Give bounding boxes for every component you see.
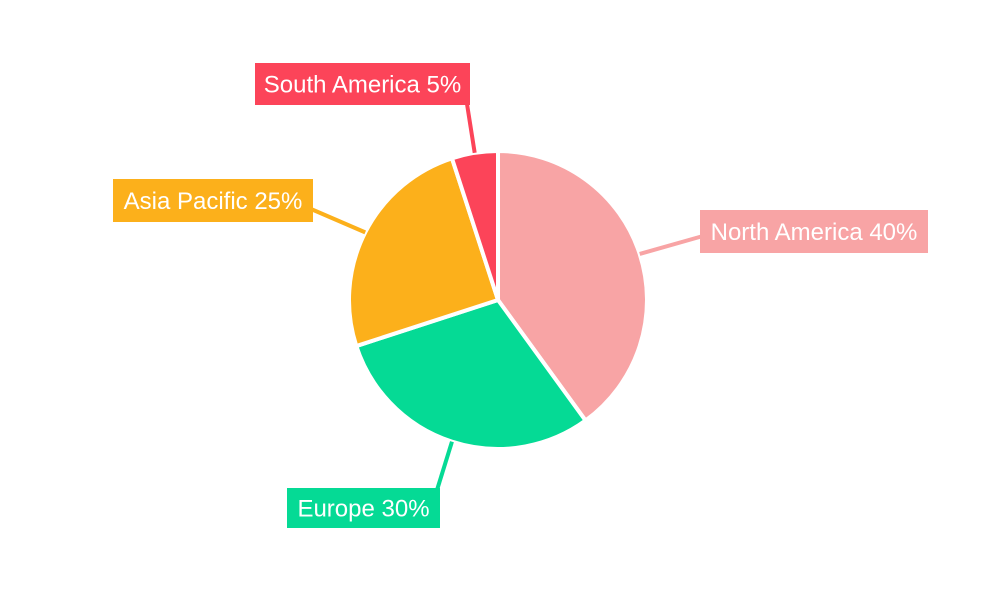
- pie-slice-south-america[interactable]: [449, 149, 500, 302]
- pie-slice-north-america[interactable]: [496, 149, 649, 423]
- pie-label-europe: Europe 30%: [287, 488, 440, 528]
- pie-label-asia-pacific: Asia Pacific 25%: [113, 179, 313, 222]
- pie-label-box-south-america: [255, 63, 470, 105]
- leader-line-europe: [435, 441, 454, 491]
- pie-label-text-asia-pacific: Asia Pacific 25%: [124, 188, 303, 215]
- leader-line-south-america: [465, 103, 477, 154]
- pie-slice-europe[interactable]: [354, 298, 588, 451]
- leader-line-north-america: [639, 234, 704, 256]
- pie-label-text-south-america: South America 5%: [264, 72, 461, 99]
- leader-lines: [310, 103, 704, 491]
- pie-label-box-north-america: [700, 210, 928, 253]
- pie-label-text-north-america: North America 40%: [711, 219, 918, 246]
- pie-label-north-america: North America 40%: [700, 210, 928, 253]
- pie-label-text-europe: Europe 30%: [297, 496, 429, 523]
- pie-label-box-europe: [287, 488, 440, 528]
- pie-label-box-asia-pacific: [113, 179, 313, 222]
- leader-line-asia-pacific: [310, 207, 367, 235]
- pie-labels: North America 40% Europe 30% Asia Pacific …: [113, 63, 928, 528]
- pie-label-south-america: South America 5%: [255, 63, 470, 105]
- pie-slices: [347, 149, 649, 451]
